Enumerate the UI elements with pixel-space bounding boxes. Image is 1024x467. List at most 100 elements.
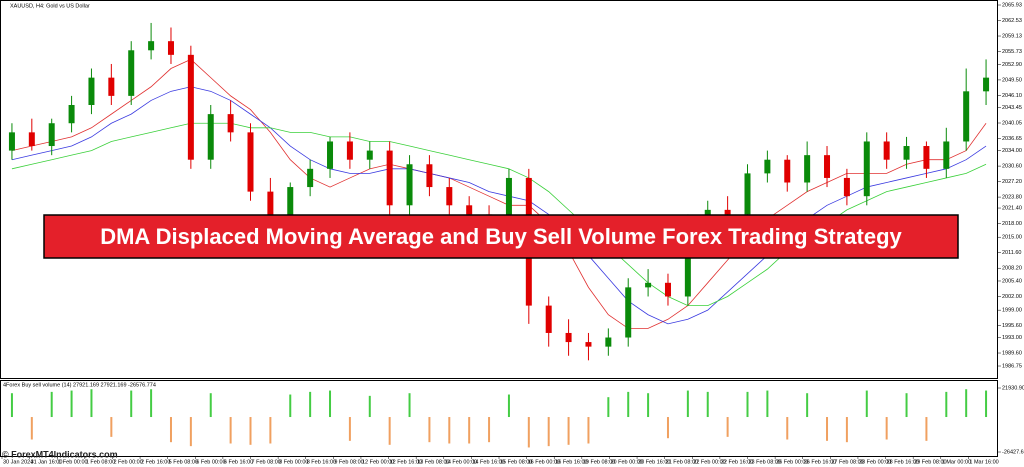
watermark: © ForexMT4Indicators.com — [2, 449, 118, 459]
candle-body — [724, 209, 731, 215]
x-tick-label: 28 Feb 16:00 — [887, 459, 919, 465]
x-tick-label: 2 Feb 16:00 — [141, 459, 170, 465]
x-tick-label: 31 Jan 16:00 — [31, 459, 63, 465]
y-tick-label: 2018.00 — [1002, 221, 1022, 227]
x-tick-label: 1 Mar 16:00 — [969, 459, 998, 465]
x-tick-label: 22 Feb 16:00 — [721, 459, 753, 465]
x-tick-label: 6 Feb 16:00 — [224, 459, 253, 465]
x-tick-label: 2 Feb 00:00 — [113, 459, 142, 465]
candle-body — [207, 114, 214, 160]
y-tick-label: 2055.73 — [1002, 49, 1022, 55]
x-tick-label: 29 Feb 08:00 — [914, 459, 946, 465]
y-tick-label: 2030.60 — [1002, 164, 1022, 170]
x-tick-label: 30 Jan 2024 — [3, 459, 33, 465]
x-tick-label: 23 Feb 08:00 — [749, 459, 781, 465]
candle-body — [824, 155, 831, 178]
x-tick-label: 16 Feb 16:00 — [555, 459, 587, 465]
candle-body — [804, 155, 811, 183]
candle-body — [68, 104, 75, 124]
x-tick-label: 1 Feb 00:00 — [58, 459, 87, 465]
x-tick-label: 20 Feb 16:00 — [638, 459, 670, 465]
candle-body — [784, 159, 791, 183]
candle-body — [645, 282, 652, 288]
y-tick-label: 2062.53 — [1002, 18, 1022, 24]
y-tick-label: 2005.40 — [1002, 278, 1022, 284]
y-tick-label: 1993.00 — [1002, 335, 1022, 341]
x-tick-label: 13 Feb 08:00 — [417, 459, 449, 465]
candle-body — [128, 50, 135, 96]
y-tick-label: 21930.90 — [1002, 385, 1024, 391]
candle-body — [88, 77, 95, 105]
y-tick-label: 1999.00 — [1002, 308, 1022, 314]
x-tick-label: 27 Feb 08:00 — [831, 459, 863, 465]
candle-body — [863, 141, 870, 197]
y-tick-label: 2049.50 — [1002, 77, 1022, 83]
y-tick-label: 2021.40 — [1002, 205, 1022, 211]
x-tick-label: 6 Feb 00:00 — [196, 459, 225, 465]
x-tick-label: 26 Feb 00:00 — [776, 459, 808, 465]
y-tick-label: 2034.00 — [1002, 148, 1022, 154]
candle-body — [585, 342, 592, 347]
candle-body — [366, 150, 373, 160]
y-tick-label: 2008.20 — [1002, 266, 1022, 272]
banner — [43, 214, 959, 259]
candle-body — [983, 77, 990, 92]
candle-body — [843, 177, 850, 197]
candle-body — [426, 164, 433, 188]
y-tick-label: 2046.10 — [1002, 93, 1022, 99]
candle-body — [963, 91, 970, 142]
candle-body — [28, 132, 35, 147]
candle-body — [327, 141, 334, 169]
candle-body — [287, 187, 294, 224]
y-tick-label: 2059.13 — [1002, 33, 1022, 39]
candle-body — [466, 205, 473, 215]
x-tick-label: 19 Feb 08:00 — [583, 459, 615, 465]
y-tick-label: 1995.60 — [1002, 323, 1022, 329]
candle-body — [267, 191, 274, 224]
x-tick-label: 28 Feb 00:00 — [859, 459, 891, 465]
candle-body — [903, 146, 910, 160]
y-tick-label: 2065.93 — [1002, 2, 1022, 8]
indicator-title: 4Forex Buy sell volume (14) 27921.169 27… — [3, 382, 156, 388]
candle-body — [923, 146, 930, 169]
y-tick-label: 2027.20 — [1002, 179, 1022, 185]
banner-text: DMA Displaced Moving Average and Buy Sel… — [100, 224, 902, 249]
x-tick-label: 26 Feb 16:00 — [804, 459, 836, 465]
candle-body — [764, 159, 771, 174]
x-tick-label: 22 Feb 00:00 — [693, 459, 725, 465]
candle-body — [247, 132, 254, 192]
x-tick-label: 7 Feb 08:00 — [252, 459, 281, 465]
x-tick-label: 9 Feb 08:00 — [334, 459, 363, 465]
main-panel — [0, 0, 998, 379]
x-tick-label: 12 Feb 00:00 — [362, 459, 394, 465]
x-tick-label: 15 Feb 08:00 — [500, 459, 532, 465]
x-tick-label: 14 Feb 00:00 — [445, 459, 477, 465]
chart-title: XAUUSD, H4: Gold vs US Dollar — [10, 3, 90, 9]
indicator-panel — [0, 380, 998, 457]
y-tick-label: 2023.80 — [1002, 195, 1022, 201]
candle-body — [148, 41, 155, 51]
candle-body — [386, 150, 393, 206]
candle-body — [406, 164, 413, 206]
x-tick-label: 5 Feb 08:00 — [169, 459, 198, 465]
candle-body — [187, 54, 194, 160]
candle-body — [48, 123, 55, 147]
y-tick-label: 1989.60 — [1002, 350, 1022, 356]
x-tick-label: 8 Feb 00:00 — [279, 459, 308, 465]
candle-body — [605, 337, 612, 347]
y-tick-label: 2043.45 — [1002, 105, 1022, 111]
candle-body — [565, 332, 572, 343]
candle-body — [883, 141, 890, 160]
candle-body — [227, 114, 234, 133]
y-tick-label: 2052.90 — [1002, 62, 1022, 68]
y-tick-label: -26427.68 — [1002, 449, 1024, 455]
candle-body — [346, 141, 353, 160]
x-tick-label: 8 Feb 16:00 — [307, 459, 336, 465]
candle-body — [108, 77, 115, 96]
candle-body — [625, 287, 632, 338]
candle-body — [943, 141, 950, 169]
x-tick-label: 1 Mar 00:00 — [942, 459, 971, 465]
x-tick-label: 21 Feb 08:00 — [666, 459, 698, 465]
y-tick-label: 2036.65 — [1002, 136, 1022, 142]
